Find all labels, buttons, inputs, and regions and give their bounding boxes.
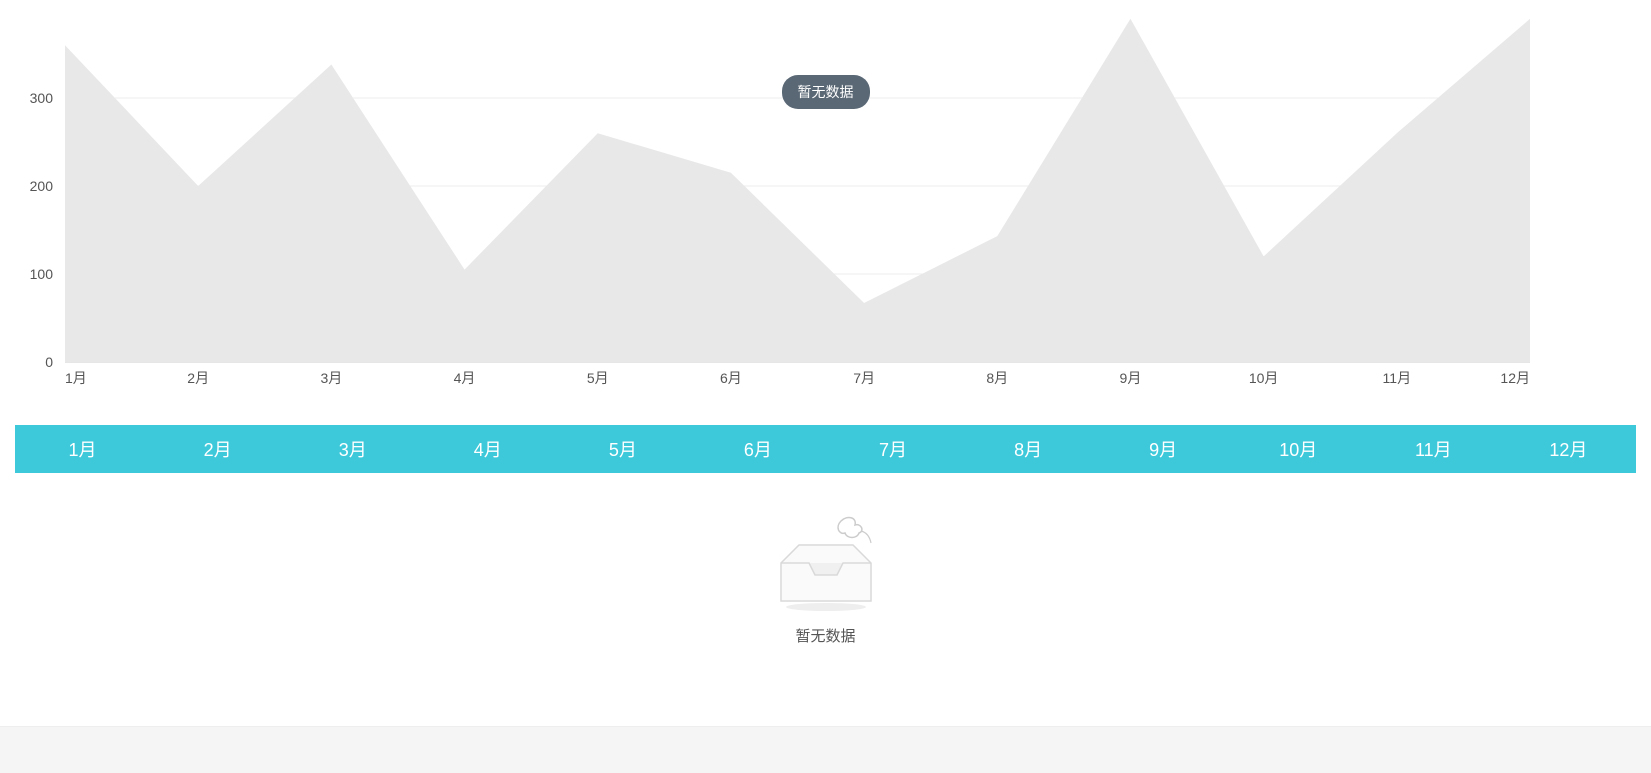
chart-area — [65, 19, 1530, 362]
chart-y-label: 100 — [30, 266, 54, 282]
month-tab[interactable]: 4月 — [420, 424, 555, 474]
month-tab[interactable]: 2月 — [150, 424, 285, 474]
chart-x-label: 1月 — [65, 370, 87, 386]
chart-y-label: 0 — [45, 354, 53, 370]
chart-svg: 0 100 200 300 1月 2月 3月 4月 5月 6月 7月 8月 9月 10月 11月 12月 — [0, 0, 1540, 395]
chart-x-label: 6月 — [720, 370, 742, 386]
month-tab-bar: 1月2月3月4月5月6月7月8月9月10月11月12月 — [15, 425, 1636, 473]
month-tab[interactable]: 5月 — [555, 424, 690, 474]
month-tab[interactable]: 8月 — [961, 424, 1096, 474]
chart-x-label: 4月 — [454, 370, 476, 386]
chart-y-label: 200 — [30, 178, 54, 194]
empty-box-icon — [771, 513, 881, 613]
chart-x-label: 8月 — [986, 370, 1008, 386]
month-tab[interactable]: 3月 — [285, 424, 420, 474]
chart-x-label: 11月 — [1383, 370, 1412, 386]
chart-y-label: 300 — [30, 90, 54, 106]
divider — [0, 726, 1651, 727]
month-tab[interactable]: 12月 — [1501, 424, 1636, 474]
chart-x-label: 10月 — [1249, 370, 1279, 386]
month-tab[interactable]: 6月 — [690, 424, 825, 474]
chart-tooltip: 暂无数据 — [782, 75, 870, 109]
month-tab[interactable]: 10月 — [1231, 424, 1366, 474]
chart-x-label: 7月 — [853, 370, 875, 386]
bottom-spacer — [0, 727, 1651, 751]
chart-x-label: 12月 — [1500, 370, 1530, 386]
month-tab[interactable]: 1月 — [15, 424, 150, 474]
chart-x-label: 5月 — [587, 370, 609, 386]
area-chart: 0 100 200 300 1月 2月 3月 4月 5月 6月 7月 8月 9月 10月 11月 12月 暂无… — [0, 0, 1651, 395]
month-tab[interactable]: 7月 — [825, 424, 960, 474]
chart-x-label: 9月 — [1120, 370, 1142, 386]
chart-x-label: 2月 — [187, 370, 209, 386]
chart-x-label: 3月 — [320, 370, 342, 386]
empty-state: 暂无数据 — [0, 513, 1651, 696]
empty-state-label: 暂无数据 — [795, 625, 855, 646]
main-container: 01002003001月2月3月4月5月6月7月8月9月10月11月12月 暂无… — [0, 0, 1651, 727]
month-tab[interactable]: 11月 — [1366, 424, 1501, 474]
month-tab[interactable]: 9月 — [1096, 424, 1231, 474]
